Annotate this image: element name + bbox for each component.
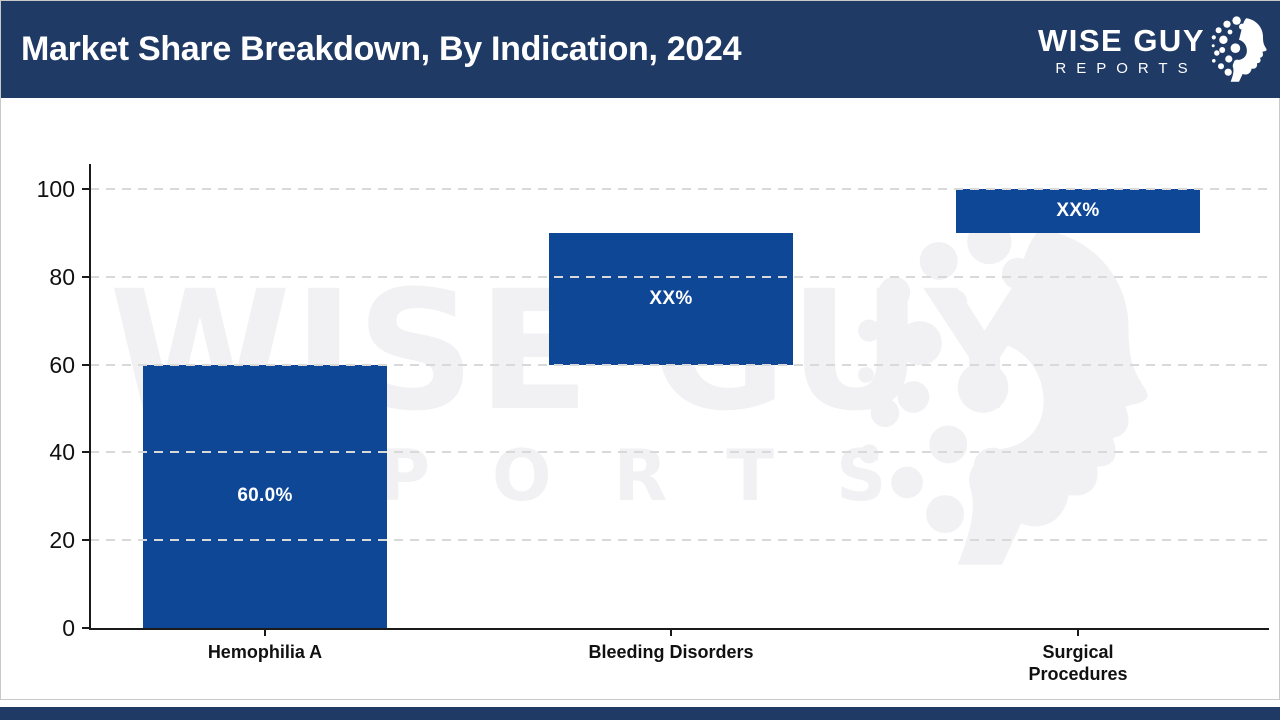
x-category-label-1: Bleeding Disorders bbox=[588, 642, 754, 662]
bar-hemophilia-a: 60.0% bbox=[143, 364, 387, 628]
y-tick-label-100: 100 bbox=[36, 176, 75, 203]
gridline-40 bbox=[90, 451, 1269, 454]
bar-value-label: XX% bbox=[649, 287, 693, 309]
logo-subtitle: REPORTS bbox=[1055, 60, 1198, 77]
plot-area: 0 20 40 60 80 100 60.0% Hemophilia A XX% Bleeding… bbox=[1, 98, 1280, 701]
chart-title: Market Share Breakdown, By Indication, 2… bbox=[21, 30, 742, 68]
gridline-20 bbox=[90, 539, 1269, 542]
footer-bar bbox=[0, 707, 1280, 720]
gridline-80 bbox=[90, 275, 1269, 278]
chart-panel: Market Share Breakdown, By Indication, 2… bbox=[0, 0, 1280, 700]
bar-value-label: 60.0% bbox=[237, 485, 293, 507]
bar-value-label: XX% bbox=[1056, 199, 1100, 221]
bar-bleeding-disorders: XX% bbox=[549, 232, 793, 365]
y-tick-0 bbox=[82, 627, 90, 629]
x-axis-line bbox=[89, 628, 1269, 630]
y-tick-60 bbox=[82, 363, 90, 366]
x-tick-0 bbox=[264, 628, 266, 636]
y-tick-label-60: 60 bbox=[49, 351, 75, 378]
x-tick-2 bbox=[1077, 628, 1079, 636]
y-tick-label-40: 40 bbox=[49, 439, 75, 466]
header-bar: Market Share Breakdown, By Indication, 2… bbox=[1, 1, 1280, 98]
gridline-100 bbox=[90, 188, 1269, 191]
y-tick-label-80: 80 bbox=[49, 263, 75, 290]
y-tick-80 bbox=[82, 275, 90, 278]
bar-surgical-procedures: XX% bbox=[956, 189, 1200, 233]
y-tick-label-0: 0 bbox=[62, 615, 75, 641]
y-tick-20 bbox=[82, 539, 90, 542]
gridline-60 bbox=[90, 363, 1269, 366]
x-category-label-2: Surgical Procedures bbox=[1028, 642, 1128, 684]
y-tick-100 bbox=[82, 188, 90, 191]
x-category-label-0: Hemophilia A bbox=[207, 642, 323, 662]
y-axis-line bbox=[89, 164, 91, 629]
x-tick-1 bbox=[670, 628, 672, 636]
wise-guy-logo: WISE GUY REPORTS bbox=[1019, 7, 1269, 93]
y-tick-40 bbox=[82, 451, 90, 454]
logo-head-icon bbox=[1209, 12, 1269, 88]
logo-text: WISE GUY REPORTS bbox=[1038, 23, 1205, 77]
logo-wordmark: WISE GUY bbox=[1037, 23, 1205, 58]
y-tick-label-20: 20 bbox=[49, 527, 75, 554]
